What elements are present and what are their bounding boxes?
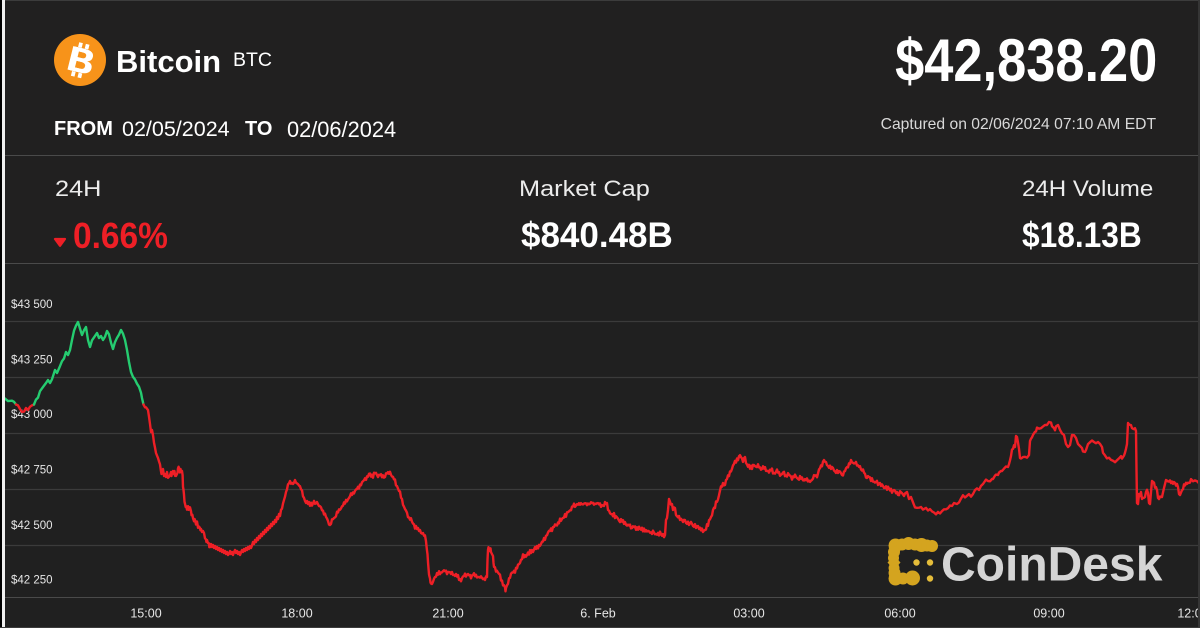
svg-text:09:00: 09:00 [1033, 607, 1064, 621]
svg-text:18:00: 18:00 [281, 607, 312, 621]
svg-text:12:00: 12:00 [1177, 607, 1200, 621]
svg-text:$43 250: $43 250 [11, 355, 53, 367]
svg-text:$42 500: $42 500 [11, 520, 53, 532]
svg-text:$43 500: $43 500 [11, 299, 53, 311]
svg-text:$42 750: $42 750 [11, 465, 53, 477]
svg-text:03:00: 03:00 [733, 607, 764, 621]
svg-text:CoinDesk: CoinDesk [941, 539, 1163, 592]
svg-text:$42 250: $42 250 [11, 575, 53, 587]
svg-text:$43 000: $43 000 [11, 409, 53, 421]
svg-text:15:00: 15:00 [130, 607, 161, 621]
svg-text:06:00: 06:00 [884, 607, 915, 621]
svg-text:21:00: 21:00 [432, 607, 463, 621]
svg-text:6. Feb: 6. Feb [580, 607, 615, 621]
